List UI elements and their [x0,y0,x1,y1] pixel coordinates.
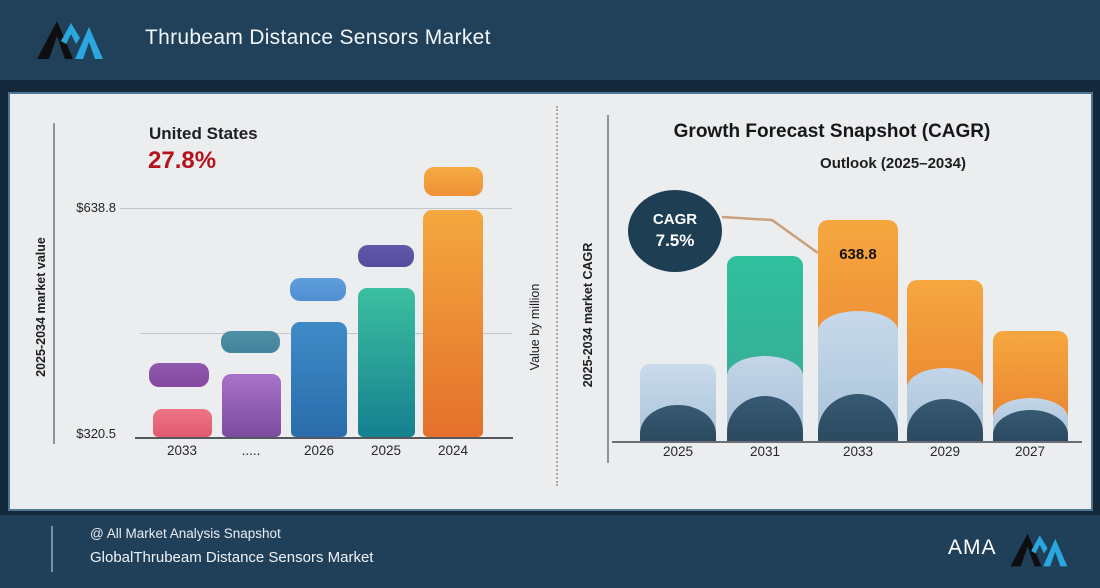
x-tick-label: 2024 [437,443,469,458]
left-bar-cap [149,363,209,387]
x-tick-label: 2027 [1014,444,1046,459]
left-y-axis-title: 2025-2034 market value [34,237,48,377]
right-y-axis-title: 2025-2034 market CAGR [581,242,595,388]
left-y-tick-top: $638.8 [76,200,116,215]
x-tick-label: 2025 [370,443,402,458]
left-y-axis-line [53,123,55,444]
x-tick-label: 2029 [929,444,961,459]
left-bar-cap [424,167,483,196]
cagr-badge: CAGR 7.5% [628,190,722,272]
footer-report-title: GlobalThrubeam Distance Sensors Market [90,549,374,566]
x-tick-label: 2025 [662,444,694,459]
footer-divider-line [51,526,53,572]
cagr-badge-value: 7.5% [655,230,695,250]
x-tick-label: 2033 [166,443,198,458]
x-tick-label: ..... [241,443,261,458]
left-x-axis-line [135,437,513,439]
right-chart-subtitle: Outlook (2025–2034) [820,155,966,172]
left-chart-highlight-value: 27.8% [148,147,217,174]
ama-logo-icon [37,21,103,59]
footer-brand-text: AMA [948,536,997,559]
left-bar-cap [290,278,346,301]
left-bar-cap [358,245,414,267]
left-bar [423,210,483,437]
cagr-badge-label: CAGR [652,211,698,228]
footer-source-text: @ All Market Analysis Snapshot [90,526,281,541]
right-x-axis-line [612,441,1082,443]
right-y-axis-line [607,115,609,463]
left-y-tick-bottom: $320.5 [76,426,116,441]
left-bar-cap [221,331,280,353]
footer-ama-logo-icon [1010,533,1068,567]
right-chart-title: Growth Forecast Snapshot (CAGR) [673,121,991,142]
left-bar [291,322,347,437]
left-bar [153,409,212,437]
header-bar: Thrubeam Distance Sensors Market [0,0,1100,80]
left-chart-heading: United States [149,124,258,143]
callout-value-label: 638.8 [839,246,877,263]
footer-bar: @ All Market Analysis Snapshot GlobalThr… [0,515,1100,588]
x-tick-label: 2026 [303,443,335,458]
page-title: Thrubeam Distance Sensors Market [145,26,491,49]
left-bar [222,374,281,437]
x-tick-label: 2031 [749,444,781,459]
x-tick-label: 2033 [842,444,874,459]
left-bar [358,288,415,437]
callout-connector-line [721,215,819,255]
panel-divider [556,106,558,486]
left-right-axis-title: Value by million [528,283,542,371]
gridline-top [120,208,512,209]
